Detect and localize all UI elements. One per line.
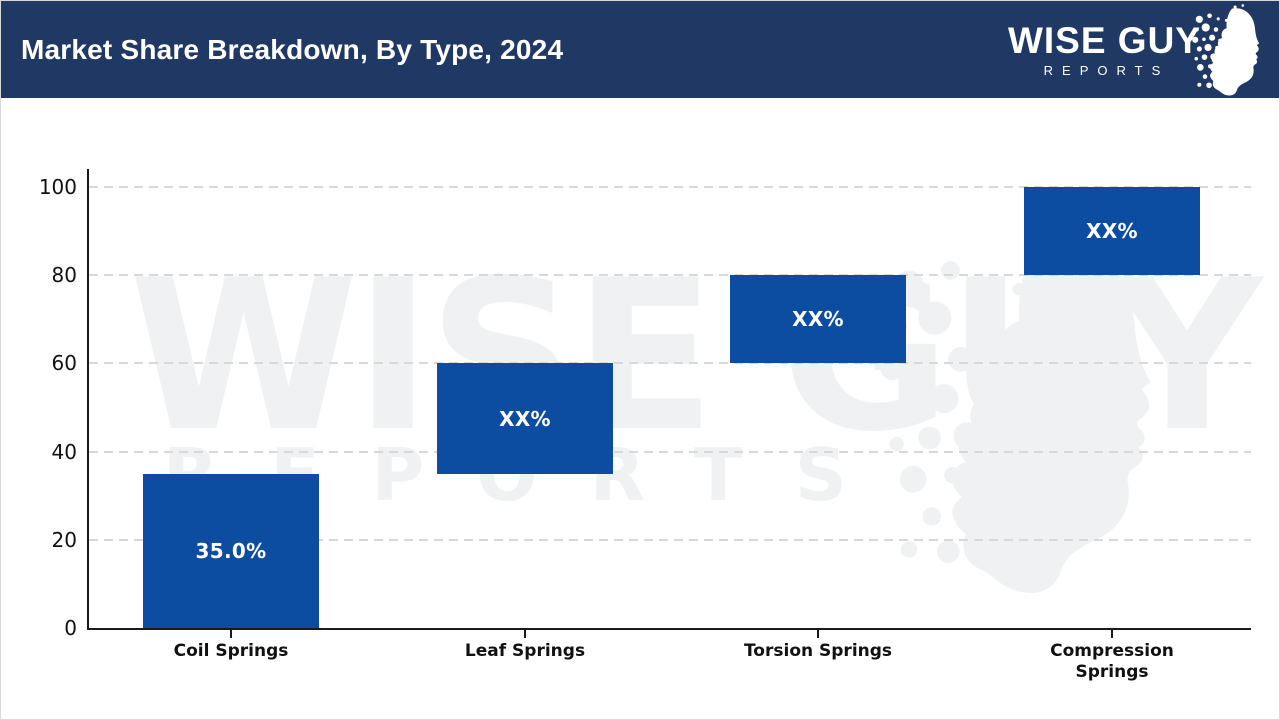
- y-axis-tick-label: 40: [51, 439, 77, 464]
- gridline-y100: [89, 186, 1251, 188]
- bar-coil-springs: 35.0%: [143, 473, 319, 628]
- x-axis-tick: [230, 630, 232, 638]
- x-axis-category-label: Torsion Springs: [743, 641, 893, 661]
- wiseguy-logo: WISE GUY REPORTS: [1008, 1, 1273, 98]
- y-axis-tick-label: 20: [51, 527, 77, 552]
- x-axis-tick: [524, 630, 526, 638]
- logo-reports-label: REPORTS: [1043, 62, 1170, 78]
- gridline-y20: [89, 538, 1251, 541]
- bar-compression-springs: XX%: [1024, 187, 1200, 276]
- y-axis-line: [87, 169, 89, 630]
- bar-value-label: 35.0%: [195, 538, 267, 563]
- x-axis-category-label: Leaf Springs: [464, 641, 586, 661]
- bar-leaf-springs: XX%: [437, 363, 613, 474]
- wiseguy-head-icon: [1192, 3, 1260, 96]
- x-axis-tick: [817, 630, 819, 638]
- header-bar: Market Share Breakdown, By Type, 2024 WI…: [1, 1, 1279, 98]
- x-axis-category-label: Coil Springs: [173, 641, 289, 661]
- x-axis-tick: [1111, 630, 1113, 638]
- gridline-y60: [89, 362, 1251, 365]
- page-title: Market Share Breakdown, By Type, 2024: [21, 33, 564, 65]
- bar-value-label: XX%: [1086, 219, 1138, 244]
- wiseguy-logo-text: WISE GUY REPORTS: [1008, 22, 1201, 78]
- logo-wiseguy-label: WISE GUY: [1007, 19, 1201, 61]
- y-axis-tick-label: 80: [51, 263, 77, 288]
- x-axis-line: [87, 628, 1251, 630]
- gridline-y40: [89, 450, 1251, 453]
- bar-value-label: XX%: [792, 307, 844, 332]
- y-axis-tick-label: 0: [64, 616, 77, 640]
- gridline-y80: [89, 274, 1251, 277]
- bar-value-label: XX%: [499, 406, 551, 431]
- y-axis-tick-label: 60: [51, 351, 77, 376]
- bar-torsion-springs: XX%: [730, 275, 906, 364]
- x-axis-category-label: Compression Springs: [1050, 641, 1174, 682]
- y-axis-tick-label: 100: [38, 175, 77, 199]
